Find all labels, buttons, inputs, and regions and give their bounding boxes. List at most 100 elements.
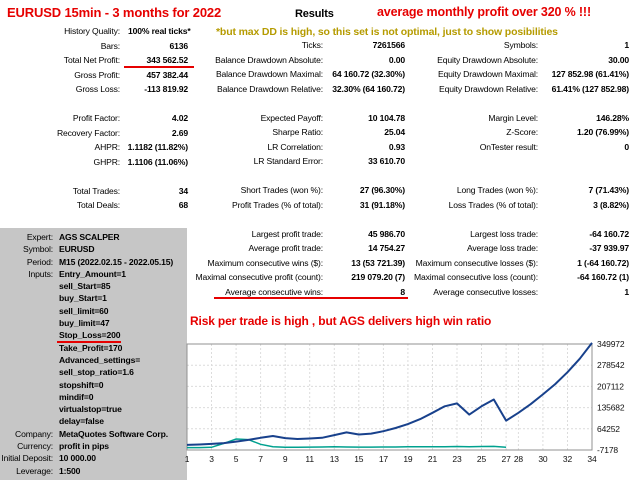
row-value: 1 — [624, 40, 629, 50]
setting-row: Advanced_settings= — [0, 354, 187, 366]
y-axis-label: -7178 — [597, 445, 618, 455]
stat-row: Profit Factor: 4.02 — [0, 111, 190, 126]
avg-consecutive-wins-underline — [214, 297, 408, 299]
row-label: Total Trades: — [72, 185, 120, 196]
equity-line — [187, 438, 507, 449]
x-axis-labels: 1 3 5 7 9 11 13 15 17 19 21 23 25 27 28 30 32 34 — [185, 454, 597, 464]
row-label: Average profit trade: — [248, 243, 323, 253]
row-value: buy_limit=47 — [59, 318, 110, 329]
y-axis-label: 207112 — [597, 381, 624, 391]
row-label: Profit Factor: — [72, 113, 120, 123]
stat-row: Equity Drawdown Absolute: 30.00 — [412, 53, 631, 68]
stat-row: Average profit trade: 14 754.27 — [195, 241, 407, 256]
row-value: -113 819.92 — [144, 84, 188, 94]
x-axis-label: 5 — [234, 454, 239, 464]
row-value: 2.69 — [171, 127, 188, 138]
setting-row: Stop_Loss=200 — [0, 329, 187, 341]
row-value: 61.41% (127 852.98) — [551, 83, 630, 94]
stat-row: Maximal consecutive loss (count): -64 160… — [412, 270, 631, 285]
setting-row: sell_Start=85 — [0, 280, 187, 292]
row-label: Equity Drawdown Relative: — [439, 83, 538, 94]
net-profit-underline — [124, 66, 194, 68]
stat-row — [0, 97, 190, 112]
row-value: 1 (-64 160.72) — [577, 257, 629, 268]
setting-row: Inputs: Entry_Amount=1 — [0, 268, 187, 280]
row-label: Balance Drawdown Relative: — [217, 83, 323, 94]
stat-row: Recovery Factor: 2.69 — [0, 126, 190, 141]
x-axis-label: 21 — [428, 454, 438, 464]
row-label: Balance Drawdown Absolute: — [215, 54, 323, 65]
row-value: Advanced_settings= — [59, 354, 141, 365]
stat-row: Maximum consecutive losses ($): 1 (-64 16… — [412, 256, 631, 271]
stat-row: Balance Drawdown Maximal: 64 160.72 (32.3… — [195, 67, 407, 82]
stat-row: LR Correlation: 0.93 — [195, 140, 407, 155]
stat-row: Total Net Profit: 343 562.52 — [0, 53, 190, 68]
setting-row: Expert: AGS SCALPER — [0, 231, 187, 243]
x-axis-label: 23 — [452, 454, 462, 464]
row-value: 27 (96.30%) — [359, 185, 405, 195]
stat-row: Equity Drawdown Maximal: 127 852.98 (61.4… — [412, 67, 631, 82]
row-value: Stop_Loss=200 — [59, 330, 121, 341]
row-label: Symbols: — [503, 40, 538, 50]
stat-row: Symbols: 1 — [412, 38, 631, 53]
stat-row: Average loss trade: -37 939.97 — [412, 241, 631, 256]
y-axis-label: 349972 — [597, 340, 625, 349]
stats-column-right: Symbols: 1 Equity Drawdown Absolute: 30.00 E… — [412, 38, 631, 299]
row-label: Sharpe Ratio: — [272, 127, 323, 137]
stop-loss-underline — [57, 341, 121, 343]
row-label: Average consecutive losses: — [433, 286, 538, 297]
row-value: 4.02 — [171, 113, 188, 123]
row-value: 100% real ticks* — [128, 26, 191, 36]
row-value: mindif=0 — [59, 391, 94, 402]
x-axis-label: 7 — [258, 454, 263, 464]
row-value: profit in pips — [59, 441, 109, 452]
row-value: -37 939.97 — [589, 243, 629, 253]
y-axis-label: 278542 — [597, 360, 625, 370]
stat-row: Equity Drawdown Relative: 61.41% (127 852… — [412, 82, 631, 97]
x-axis-label: 3 — [209, 454, 214, 464]
stat-row: Maximum consecutive wins ($): 13 (53 721.… — [195, 256, 407, 271]
stat-row: Largest loss trade: -64 160.72 — [412, 227, 631, 242]
row-value: 146.28% — [596, 112, 629, 123]
stat-row: Long Trades (won %): 7 (71.43%) — [412, 183, 631, 198]
stat-row: Maximal consecutive profit (count): 219 0… — [195, 270, 407, 285]
row-value: 457 382.44 — [146, 69, 188, 80]
stat-row — [412, 212, 631, 227]
setting-row: Initial Deposit: 10 000.00 — [0, 452, 187, 464]
stat-row: Short Trades (won %): 27 (96.30%) — [195, 183, 407, 198]
row-label: Short Trades (won %): — [240, 185, 323, 195]
row-label: Total Net Profit: — [63, 55, 120, 65]
row-value: 68 — [178, 200, 188, 210]
row-label: Gross Loss: — [75, 84, 120, 94]
stat-row: GHPR: 1.1106 (11.06%) — [0, 155, 190, 170]
row-value: buy_Start=1 — [59, 293, 107, 304]
row-value: 6136 — [169, 40, 188, 51]
stat-row: Ticks: 7261566 — [195, 38, 407, 53]
stat-row: Balance Drawdown Relative: 32.30% (64 160… — [195, 82, 407, 97]
row-value: 7261566 — [372, 40, 406, 50]
setting-row: sell_limit=60 — [0, 305, 187, 317]
setting-row: mindif=0 — [0, 391, 187, 403]
row-label: AHPR: — [94, 142, 120, 152]
setting-row: buy_Start=1 — [0, 292, 187, 304]
setting-row: Symbol: EURUSD — [0, 243, 187, 255]
setting-row: stopshift=0 — [0, 379, 187, 391]
balance-chart: 349972 278542 207112 135682 64252 -7178 1 3 5 7 9 1… — [185, 339, 640, 480]
stat-row — [412, 96, 631, 111]
stat-row: Gross Profit: 457 382.44 — [0, 68, 190, 83]
row-value: 30.00 — [608, 54, 629, 65]
x-axis-label: 1 — [185, 454, 190, 464]
row-value: 10 000.00 — [59, 453, 96, 464]
row-value: 7 (71.43%) — [588, 185, 629, 195]
stat-row: LR Standard Error: 33 610.70 — [195, 154, 407, 169]
row-value: Entry_Amount=1 — [59, 268, 126, 279]
stat-row: Margin Level: 146.28% — [412, 111, 631, 126]
stat-row: Profit Trades (% of total): 31 (91.18%) — [195, 198, 407, 213]
row-label: Z-Score: — [506, 127, 538, 137]
stat-row: Largest profit trade: 45 986.70 — [195, 227, 407, 242]
row-value: 10 104.78 — [368, 112, 405, 123]
row-value: 343 562.52 — [146, 55, 188, 65]
stat-row — [412, 154, 631, 169]
row-label: Maximum consecutive wins ($): — [207, 257, 323, 268]
